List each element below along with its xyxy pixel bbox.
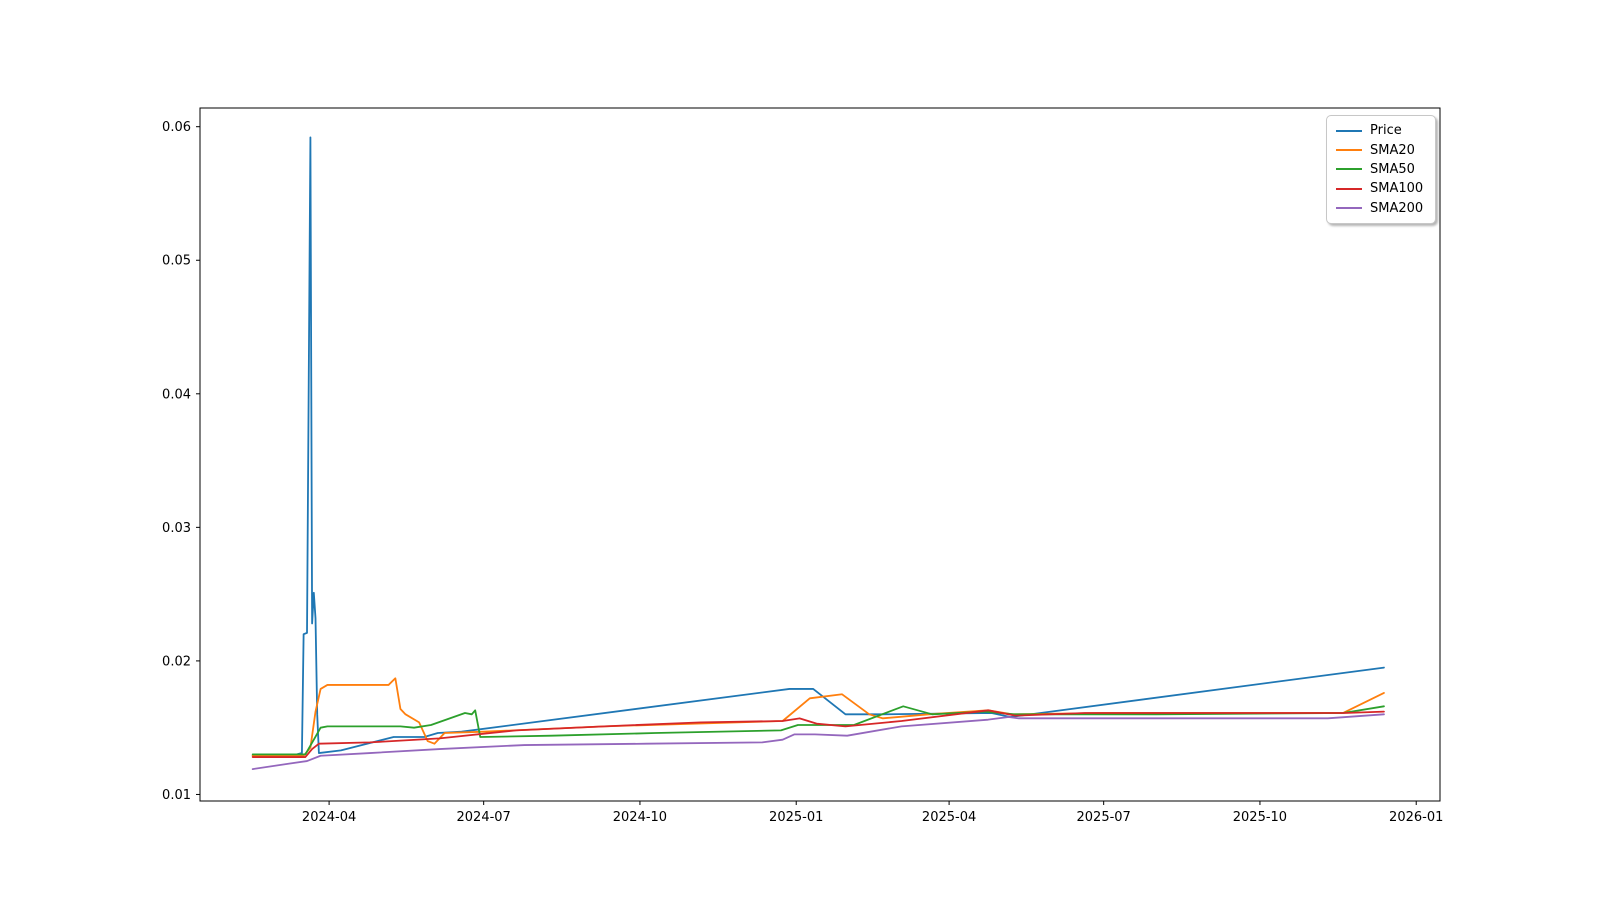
x-tick-label: 2024-10 bbox=[613, 810, 667, 825]
y-tick-label: 0.03 bbox=[162, 521, 191, 536]
plot-spines bbox=[199, 107, 1441, 802]
legend-item-sma200: SMA200 bbox=[1336, 199, 1427, 218]
series-line-sma100 bbox=[251, 709, 1385, 758]
legend-line-sample-sma50 bbox=[1336, 168, 1362, 171]
legend: Price SMA20 SMA50 SMA100 SMA200 bbox=[1326, 115, 1436, 224]
legend-line-sample-sma100 bbox=[1336, 187, 1362, 190]
legend-label: SMA200 bbox=[1370, 200, 1424, 216]
legend-label: Price bbox=[1370, 123, 1402, 139]
legend-item-sma20: SMA20 bbox=[1336, 141, 1427, 160]
y-tick-label: 0.02 bbox=[162, 654, 191, 669]
x-tick-label: 2024-04 bbox=[302, 810, 356, 825]
x-tick-label: 2025-10 bbox=[1233, 810, 1287, 825]
series-line-sma200 bbox=[251, 713, 1385, 770]
legend-label: SMA100 bbox=[1370, 181, 1424, 197]
x-tick-label: 2025-01 bbox=[769, 810, 823, 825]
legend-line-sample-price bbox=[1336, 129, 1362, 132]
axis-ticks: 2024-04 2024-07 2024-10 2025-01 2025-04 2025-… bbox=[162, 120, 1443, 825]
legend-item-price: Price bbox=[1336, 121, 1427, 140]
x-tick-label: 2025-07 bbox=[1077, 810, 1131, 825]
legend-item-sma100: SMA100 bbox=[1336, 179, 1427, 198]
y-tick-label: 0.04 bbox=[162, 387, 191, 402]
legend-line-sample-sma20 bbox=[1336, 149, 1362, 152]
legend-label: SMA50 bbox=[1370, 161, 1415, 177]
series-line-sma50 bbox=[251, 705, 1385, 756]
y-tick-label: 0.01 bbox=[162, 788, 191, 803]
series-lines bbox=[251, 136, 1385, 770]
x-tick-label: 2026-01 bbox=[1389, 810, 1443, 825]
y-tick-label: 0.05 bbox=[162, 254, 191, 269]
plot-area bbox=[199, 107, 1441, 802]
legend-line-sample-sma200 bbox=[1336, 207, 1362, 210]
series-line-price bbox=[251, 136, 1385, 757]
legend-item-sma50: SMA50 bbox=[1336, 160, 1427, 179]
x-tick-label: 2024-07 bbox=[457, 810, 511, 825]
legend-label: SMA20 bbox=[1370, 142, 1415, 158]
y-tick-label: 0.06 bbox=[162, 120, 191, 135]
x-tick-label: 2025-04 bbox=[922, 810, 976, 825]
